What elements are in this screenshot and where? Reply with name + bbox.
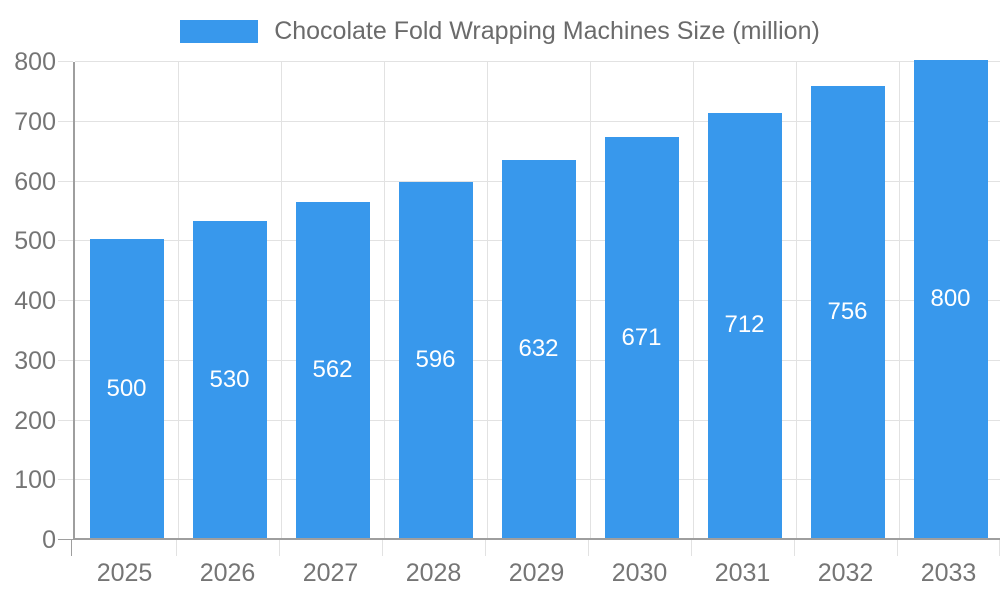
x-axis-tick (691, 540, 692, 556)
bar-value-label: 712 (724, 311, 765, 339)
y-axis-tick (58, 61, 73, 62)
bar-2027[interactable]: 562 (295, 202, 370, 538)
x-gridline (590, 62, 591, 538)
bar-2033[interactable]: 800 (913, 60, 988, 538)
x-gridline (693, 62, 694, 538)
bar-2031[interactable]: 712 (707, 112, 782, 538)
x-gridline (487, 62, 488, 538)
y-axis-tick (58, 539, 73, 540)
bar-value-label: 562 (312, 356, 353, 384)
x-gridline (899, 62, 900, 538)
bar-2030[interactable]: 671 (604, 137, 679, 538)
y-axis-label: 600 (14, 167, 56, 196)
y-axis-label: 500 (14, 227, 56, 256)
chart-legend[interactable]: Chocolate Fold Wrapping Machines Size (m… (0, 16, 1000, 46)
y-axis-label: 400 (14, 287, 56, 315)
bar-value-label: 500 (106, 374, 147, 402)
bar-2032[interactable]: 756 (810, 86, 885, 538)
y-axis-tick (58, 300, 73, 301)
plot-area: 500 530 562 596 632 671 712 756 800 (73, 60, 1000, 540)
legend-swatch (180, 19, 259, 43)
bar-value-label: 530 (209, 365, 250, 393)
x-axis-tick (794, 540, 795, 556)
x-gridline (796, 62, 797, 538)
x-axis-tick (382, 540, 383, 556)
x-axis-label: 2029 (508, 559, 565, 587)
x-axis-label: 2033 (920, 559, 977, 587)
y-axis-tick (58, 180, 73, 182)
y-axis-tick (58, 359, 73, 361)
x-axis-label: 2028 (405, 559, 462, 587)
y-axis-label: 800 (14, 48, 56, 76)
bar-value-label: 596 (415, 345, 456, 373)
y-gridline (75, 120, 1000, 122)
bar-2026[interactable]: 530 (192, 221, 267, 538)
y-axis-label: 300 (14, 346, 56, 375)
x-axis-label: 2030 (611, 559, 668, 587)
y-gridline (75, 61, 1000, 62)
x-axis-tick (71, 540, 72, 556)
bar-value-label: 632 (518, 335, 559, 363)
bar-value-label: 756 (827, 298, 868, 326)
x-axis-label: 2032 (817, 559, 874, 587)
bar-2028[interactable]: 596 (398, 181, 473, 538)
x-axis-tick (176, 540, 177, 556)
bar-2029[interactable]: 632 (501, 160, 576, 538)
bar-value-label: 671 (621, 323, 662, 351)
x-axis-tick (279, 540, 280, 556)
y-axis-tick (58, 240, 73, 242)
x-axis-tick (485, 540, 486, 556)
x-gridline (384, 62, 385, 538)
x-axis-label: 2027 (302, 559, 359, 587)
y-axis-label: 700 (14, 107, 56, 136)
y-axis-tick (58, 479, 73, 481)
x-axis-label: 2026 (199, 559, 256, 587)
x-axis-label: 2031 (714, 559, 771, 587)
x-gridline (178, 62, 179, 538)
legend-label: Chocolate Fold Wrapping Machines Size (m… (274, 17, 820, 45)
y-axis-tick (58, 419, 73, 421)
y-axis-label: 0 (42, 526, 56, 554)
x-axis-tick (588, 540, 589, 556)
x-axis-label: 2025 (96, 559, 153, 587)
x-axis-tick (897, 540, 898, 556)
bar-value-label: 800 (930, 285, 971, 312)
bar-2025[interactable]: 500 (89, 239, 164, 538)
y-axis-tick (58, 120, 73, 122)
y-axis-label: 200 (14, 406, 56, 435)
x-gridline (281, 62, 282, 538)
y-axis-label: 100 (14, 466, 56, 495)
